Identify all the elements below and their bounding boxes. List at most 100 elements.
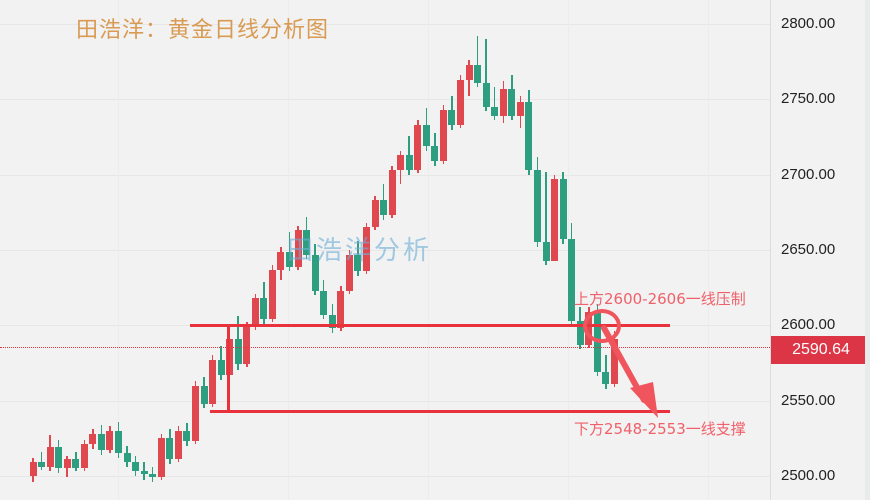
candlestick [294, 225, 302, 270]
candlestick [183, 423, 191, 446]
candlestick [268, 265, 276, 323]
candlestick [72, 451, 80, 472]
candle-body [533, 170, 541, 243]
candle-body [559, 179, 567, 240]
current-price-dotted-line [0, 347, 770, 348]
candlestick [260, 281, 268, 324]
candle-body [234, 338, 242, 365]
candle-body [132, 462, 140, 472]
axis-scrollbar[interactable] [865, 0, 870, 500]
candlestick [388, 165, 396, 219]
candle-body [72, 459, 80, 469]
candlestick [542, 171, 550, 266]
candle-body [422, 124, 430, 147]
candlestick [97, 424, 105, 455]
candlestick [191, 381, 199, 445]
candlestick [551, 174, 559, 261]
candle-wick [493, 87, 496, 121]
candlestick [559, 171, 567, 244]
candle-body [38, 462, 46, 467]
candle-body [286, 251, 293, 267]
range-box-left-edge [227, 324, 230, 410]
price-axis-tick-label: 2750.00 [781, 90, 836, 108]
candle-body [328, 314, 336, 329]
candle-body [46, 447, 54, 467]
candlestick [251, 293, 259, 330]
down-arrow-icon [601, 325, 658, 418]
chart-plot-area[interactable]: 田浩洋：黄金日线分析图 田浩洋分析 上方2600-2606一线压制 下方2548… [0, 0, 770, 500]
support-annotation: 下方2548-2553一线支撑 [574, 420, 746, 438]
price-axis[interactable]: 2800.00 2750.00 2700.00 2650.00 2600.00 2550.… [770, 0, 870, 500]
candlestick [200, 376, 208, 409]
candle-body [465, 64, 473, 80]
candle-body [63, 459, 71, 469]
candlestick [328, 304, 336, 333]
candlestick [345, 250, 353, 294]
candle-body [448, 109, 456, 125]
candle-body [294, 230, 302, 267]
candle-body [457, 79, 464, 125]
candlestick [397, 150, 405, 184]
candle-body [251, 298, 259, 327]
candle-wick [545, 171, 547, 266]
candlestick [354, 240, 362, 276]
candle-body [106, 430, 114, 451]
candlestick [602, 355, 610, 389]
candle-body [243, 326, 251, 365]
candle-body [115, 430, 122, 454]
candlestick [311, 243, 319, 296]
candle-body [268, 269, 276, 320]
gridline-vertical [288, 0, 289, 500]
candle-body [474, 64, 482, 83]
candlestick [491, 87, 499, 121]
candlestick [362, 222, 370, 275]
candle-body [610, 338, 618, 384]
circle-highlight-marker [583, 309, 621, 343]
candle-body [397, 155, 405, 171]
candlestick [166, 429, 174, 464]
price-axis-tick-label: 2550.00 [781, 391, 836, 409]
candlestick [209, 355, 217, 407]
candle-wick [476, 36, 479, 88]
candle-body [380, 200, 388, 216]
candle-body [576, 320, 584, 345]
candlestick [414, 120, 422, 174]
candle-body [166, 438, 174, 460]
candle-body [311, 254, 319, 291]
candle-body [388, 170, 396, 216]
candlestick [576, 307, 584, 350]
candlestick [46, 435, 54, 472]
candle-body [320, 290, 328, 315]
candlestick [38, 451, 46, 470]
candle-body [55, 447, 63, 469]
candle-body [89, 433, 97, 445]
support-line [210, 410, 670, 413]
gridline [0, 99, 770, 101]
candlestick [320, 280, 328, 320]
candle-body [516, 102, 524, 116]
candle-body [491, 106, 499, 116]
candle-body [123, 453, 131, 463]
candlestick [405, 135, 413, 175]
candle-body [183, 430, 191, 442]
candle-body [97, 433, 105, 451]
candle-body [345, 254, 353, 291]
price-axis-tick-label: 2800.00 [781, 15, 836, 33]
candle-body [174, 430, 182, 460]
candlestick [80, 439, 88, 472]
candle-body [568, 239, 576, 321]
candlestick [610, 331, 618, 388]
candlestick [106, 426, 114, 454]
candlestick [337, 286, 345, 332]
gridline [0, 475, 770, 477]
candlestick [123, 445, 131, 467]
candlestick [568, 222, 576, 326]
candle-body [200, 385, 208, 404]
page-title: 田浩洋：黄金日线分析图 [76, 18, 330, 43]
candle-body [499, 88, 507, 116]
gridline [0, 24, 770, 26]
candlestick [482, 39, 490, 112]
candlestick [508, 75, 516, 121]
candlestick [457, 75, 464, 128]
candle-body [542, 242, 550, 261]
